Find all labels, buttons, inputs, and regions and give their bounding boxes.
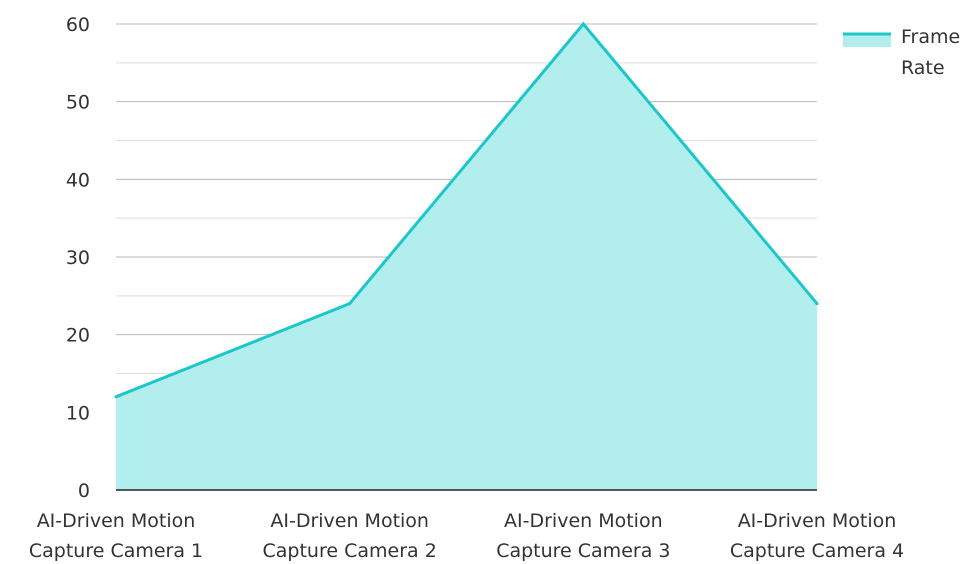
x-tick-label-line-1: AI-Driven Motion: [738, 510, 897, 532]
x-axis-labels: AI-Driven Motion Capture Camera 1 AI-Drive…: [29, 510, 904, 562]
x-tick-label-line-2: Capture Camera 1: [29, 540, 203, 562]
legend-label-line-1: Frame: [901, 26, 960, 48]
x-tick-label-line-2: Capture Camera 3: [496, 540, 670, 562]
legend-label-line-2: Rate: [901, 57, 945, 79]
y-tick-label: 40: [66, 169, 90, 191]
data-point-2: [348, 302, 352, 306]
y-tick-label: 0: [78, 480, 90, 502]
data-point-4: [815, 302, 819, 306]
series-area: [116, 24, 817, 490]
y-tick-label: 30: [66, 247, 90, 269]
y-tick-label: 20: [66, 325, 90, 347]
y-tick-label: 10: [66, 402, 90, 424]
x-tick-label-line-2: Capture Camera 4: [730, 540, 904, 562]
x-tick-label-line-1: AI-Driven Motion: [270, 510, 429, 532]
legend-swatch: [843, 33, 891, 47]
x-tick-label-line-2: Capture Camera 2: [263, 540, 437, 562]
area-fill: [116, 24, 817, 490]
y-axis-ticks: 0 10 20 30 40 50 60: [66, 14, 90, 502]
x-tick-label-line-1: AI-Driven Motion: [504, 510, 663, 532]
data-point-1: [114, 395, 118, 399]
series-line: [114, 21, 819, 399]
legend: Frame Rate: [843, 26, 960, 79]
data-point-3: [581, 22, 585, 26]
y-tick-label: 60: [66, 14, 90, 36]
x-tick-label-line-1: AI-Driven Motion: [37, 510, 196, 532]
y-tick-label: 50: [66, 92, 90, 114]
series-line-frame-rate: [115, 21, 819, 399]
